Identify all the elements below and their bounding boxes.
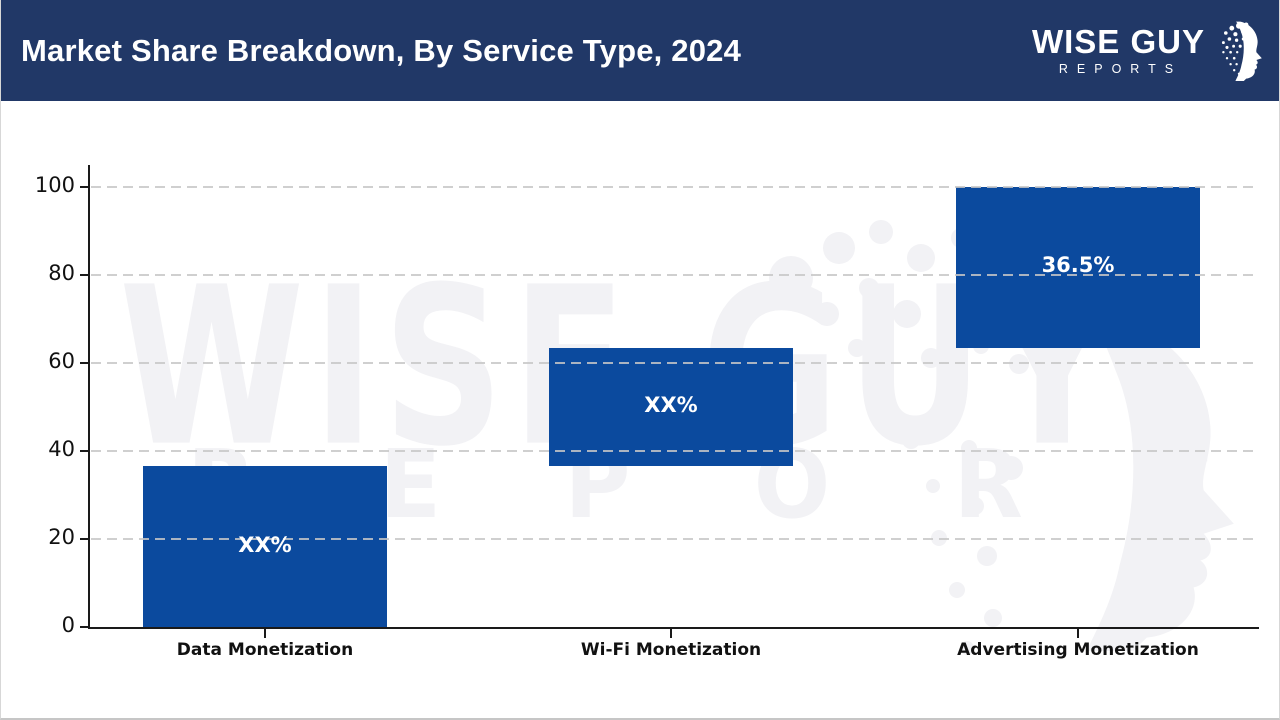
gridline-100: [91, 186, 1259, 188]
x-tick-0: [264, 629, 267, 638]
y-tick-label-60: 60: [48, 349, 75, 373]
gridline-80: [91, 274, 1259, 276]
logo-subtitle: REPORTS: [1058, 62, 1183, 77]
y-tick-label-0: 0: [61, 613, 75, 637]
header-band: Market Share Breakdown, By Service Type,…: [1, 0, 1279, 101]
y-tick-60: [80, 362, 89, 365]
logo-wordmark: WISE GUY REPORTS: [1032, 25, 1205, 76]
x-tick-1: [670, 629, 673, 638]
y-tick-40: [80, 450, 89, 453]
wiseguy-logo: WISE GUY REPORTS: [1032, 8, 1263, 94]
gridline-40: [91, 450, 1259, 452]
x-tick-2: [1077, 629, 1080, 638]
y-tick-label-80: 80: [48, 261, 75, 285]
y-tick-20: [80, 538, 89, 541]
x-category-label: Wi-Fi Monetization: [580, 640, 762, 660]
x-axis-spine: [88, 627, 1259, 630]
bar-value-label: XX%: [644, 393, 698, 417]
x-category-label: Data Monetization: [176, 640, 354, 660]
page-title: Market Share Breakdown, By Service Type,…: [21, 32, 742, 68]
y-tick-label-40: 40: [48, 437, 75, 461]
bar-segment: [549, 347, 793, 467]
y-tick-0: [80, 626, 89, 629]
gridline-60: [91, 362, 1259, 364]
bar-value-label: 36.5%: [1041, 253, 1115, 278]
y-tick-80: [80, 274, 89, 277]
logo-name: WISE GUY: [1031, 23, 1205, 61]
bar-segment: [143, 466, 387, 627]
y-axis-spine: [88, 165, 91, 629]
y-tick-100: [80, 186, 89, 189]
y-tick-label-100: 100: [34, 173, 75, 197]
y-tick-label-20: 20: [48, 525, 75, 549]
gridline-20: [91, 538, 1259, 540]
wiseguy-head-icon: [1221, 21, 1262, 81]
x-category-label: Advertising Monetization: [957, 640, 1199, 660]
bar-value-label: XX%: [238, 532, 292, 557]
